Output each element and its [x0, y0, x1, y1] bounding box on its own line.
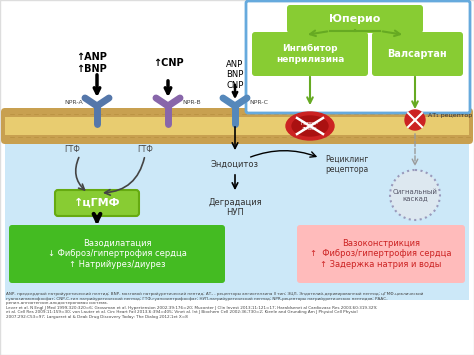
Text: Эндоцитоз: Эндоцитоз: [211, 160, 259, 169]
Text: ГТФ: ГТФ: [64, 146, 80, 154]
Circle shape: [405, 110, 425, 130]
Bar: [5, 117, 469, 135]
Text: АТ₁ рецептор: АТ₁ рецептор: [428, 114, 472, 119]
Text: Непри-
лизин: Непри- лизин: [301, 121, 319, 131]
FancyBboxPatch shape: [55, 190, 139, 216]
Text: Рециклинг
рецептора: Рециклинг рецептора: [325, 155, 368, 174]
Text: NPR-A: NPR-A: [64, 99, 83, 104]
Text: ANP
BNP
CNP: ANP BNP CNP: [226, 60, 244, 90]
Text: Ингибитор
неприлизина: Ингибитор неприлизина: [276, 44, 344, 64]
Text: Сигнальный
каскад: Сигнальный каскад: [392, 189, 438, 202]
Text: Деградация
НУП: Деградация НУП: [208, 198, 262, 217]
FancyBboxPatch shape: [9, 225, 225, 283]
Text: ANP- предсердный натрийуретический пептид; BNP- мозговой натрийуретический пепти: ANP- предсердный натрийуретический пепти…: [6, 292, 423, 319]
FancyBboxPatch shape: [252, 32, 368, 76]
Text: ГТФ: ГТФ: [137, 146, 153, 154]
Text: NPR-C: NPR-C: [249, 99, 268, 104]
Text: Валсартан: Валсартан: [387, 49, 447, 59]
FancyBboxPatch shape: [246, 1, 470, 113]
Text: Вазоконстрикция
↑  Фиброз/гипертрофия сердца
↑ Задержка натрия и воды: Вазоконстрикция ↑ Фиброз/гипертрофия сер…: [310, 239, 452, 269]
Text: Юперио: Юперио: [329, 14, 381, 24]
FancyBboxPatch shape: [297, 225, 465, 283]
Text: NPR-B: NPR-B: [182, 99, 201, 104]
Text: ↑ANP
↑BNP: ↑ANP ↑BNP: [77, 52, 108, 73]
FancyBboxPatch shape: [372, 32, 463, 76]
FancyBboxPatch shape: [287, 5, 423, 33]
Text: ↑цГМФ: ↑цГМФ: [74, 198, 120, 208]
Ellipse shape: [286, 112, 334, 140]
Bar: [5, 130, 469, 300]
Ellipse shape: [292, 116, 328, 136]
FancyBboxPatch shape: [1, 108, 473, 144]
Text: ↑CNP: ↑CNP: [153, 58, 183, 68]
Circle shape: [390, 170, 440, 220]
Text: Вазодилатация
↓ Фиброз/гипертрофия сердца
↑ Натрийурез/диурез: Вазодилатация ↓ Фиброз/гипертрофия сердц…: [47, 239, 186, 269]
